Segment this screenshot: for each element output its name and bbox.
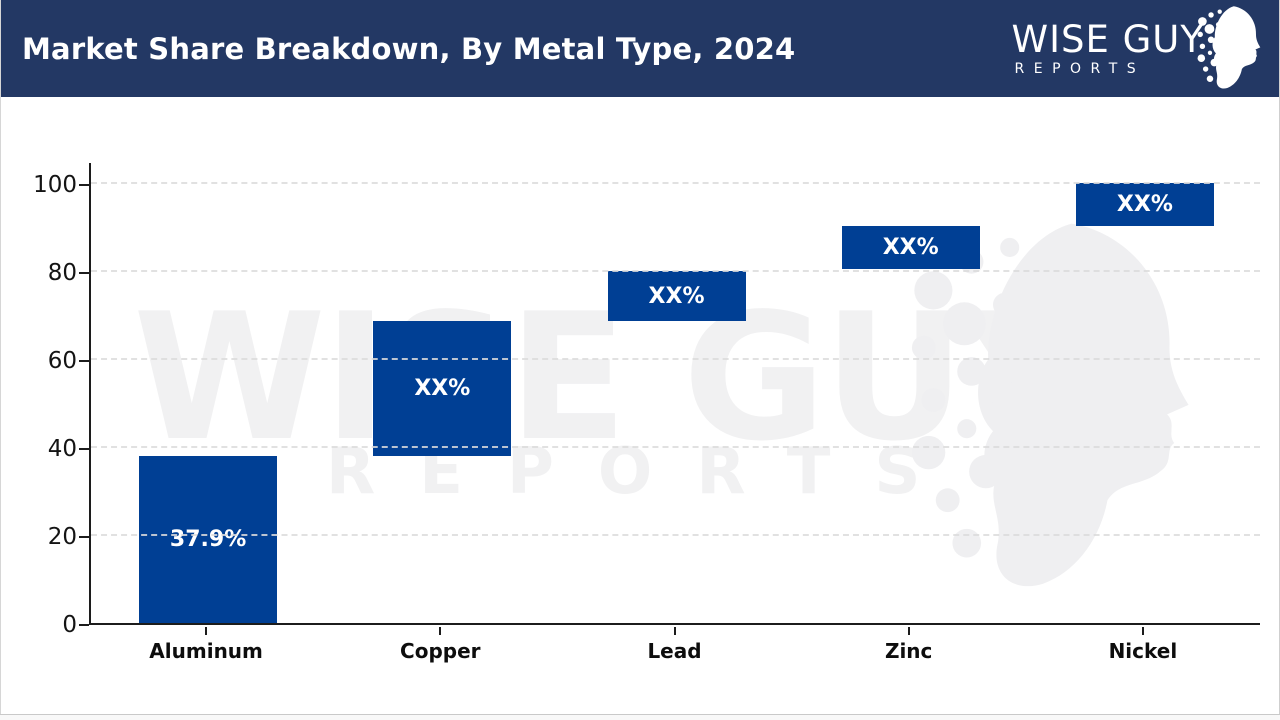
x-axis-tick-mark <box>1141 627 1144 635</box>
x-axis-tick-mark <box>673 627 676 635</box>
x-axis-tick-mark <box>205 627 208 635</box>
gridline-80 <box>91 270 1260 272</box>
bar-nickel: XX% <box>1075 183 1214 227</box>
bar-value-label: XX% <box>414 376 471 402</box>
header-bar: Market Share Breakdown, By Metal Type, 2… <box>0 0 1280 97</box>
waterfall-chart: WISE GUY REPORTS 37.9% XX% XX% XX% XX% 0 20 40… <box>0 97 1280 714</box>
brand-logo: WISE GUY REPORTS <box>1012 3 1266 95</box>
y-axis-tick-label: 60 <box>47 348 77 374</box>
y-axis-tick-label: 80 <box>47 260 77 286</box>
page-title: Market Share Breakdown, By Metal Type, 2… <box>22 31 796 66</box>
bar-value-label: XX% <box>1116 192 1173 218</box>
y-axis-tick-mark <box>79 536 89 538</box>
bar-copper: XX% <box>373 321 512 457</box>
x-axis-category-label: Lead <box>647 639 702 663</box>
gridline-100 <box>91 182 1260 184</box>
x-axis-tick-mark <box>439 627 442 635</box>
bar-aluminum: 37.9% <box>139 456 278 623</box>
bottom-margin-strip <box>0 715 1280 720</box>
plot-area: 37.9% XX% XX% XX% XX% <box>89 163 1260 625</box>
x-axis-category-label: Zinc <box>884 639 933 663</box>
y-axis-tick-mark <box>79 448 89 450</box>
gridline-20 <box>91 534 1260 536</box>
bar-value-label: 37.9% <box>169 527 247 553</box>
x-axis-tick-mark <box>907 627 910 635</box>
brand-logo-text: WISE GUY REPORTS <box>1012 21 1204 77</box>
x-axis-category-label: Nickel <box>1108 639 1178 663</box>
wiseguy-head-icon <box>1194 3 1266 95</box>
y-axis-tick-mark <box>79 360 89 362</box>
bar-value-label: XX% <box>882 235 939 261</box>
bar-lead: XX% <box>607 271 746 322</box>
logo-wordmark: WISE GUY <box>1011 17 1204 61</box>
x-axis-category-label: Copper <box>400 639 481 663</box>
x-axis-category-label: Aluminum <box>149 639 263 663</box>
y-axis-tick-label: 100 <box>33 172 77 198</box>
y-axis-tick-label: 20 <box>47 524 77 550</box>
bar-zinc: XX% <box>841 226 980 270</box>
y-axis-tick-mark <box>79 272 89 274</box>
gridline-60 <box>91 358 1260 360</box>
y-axis-tick-mark <box>79 624 89 626</box>
y-axis-tick-label: 0 <box>62 612 77 638</box>
logo-subtext: REPORTS <box>1014 60 1146 77</box>
y-axis-tick-mark <box>79 184 89 186</box>
y-axis-tick-label: 40 <box>47 436 77 462</box>
bar-value-label: XX% <box>648 283 705 309</box>
bottom-border-line <box>0 714 1280 715</box>
gridline-40 <box>91 446 1260 448</box>
